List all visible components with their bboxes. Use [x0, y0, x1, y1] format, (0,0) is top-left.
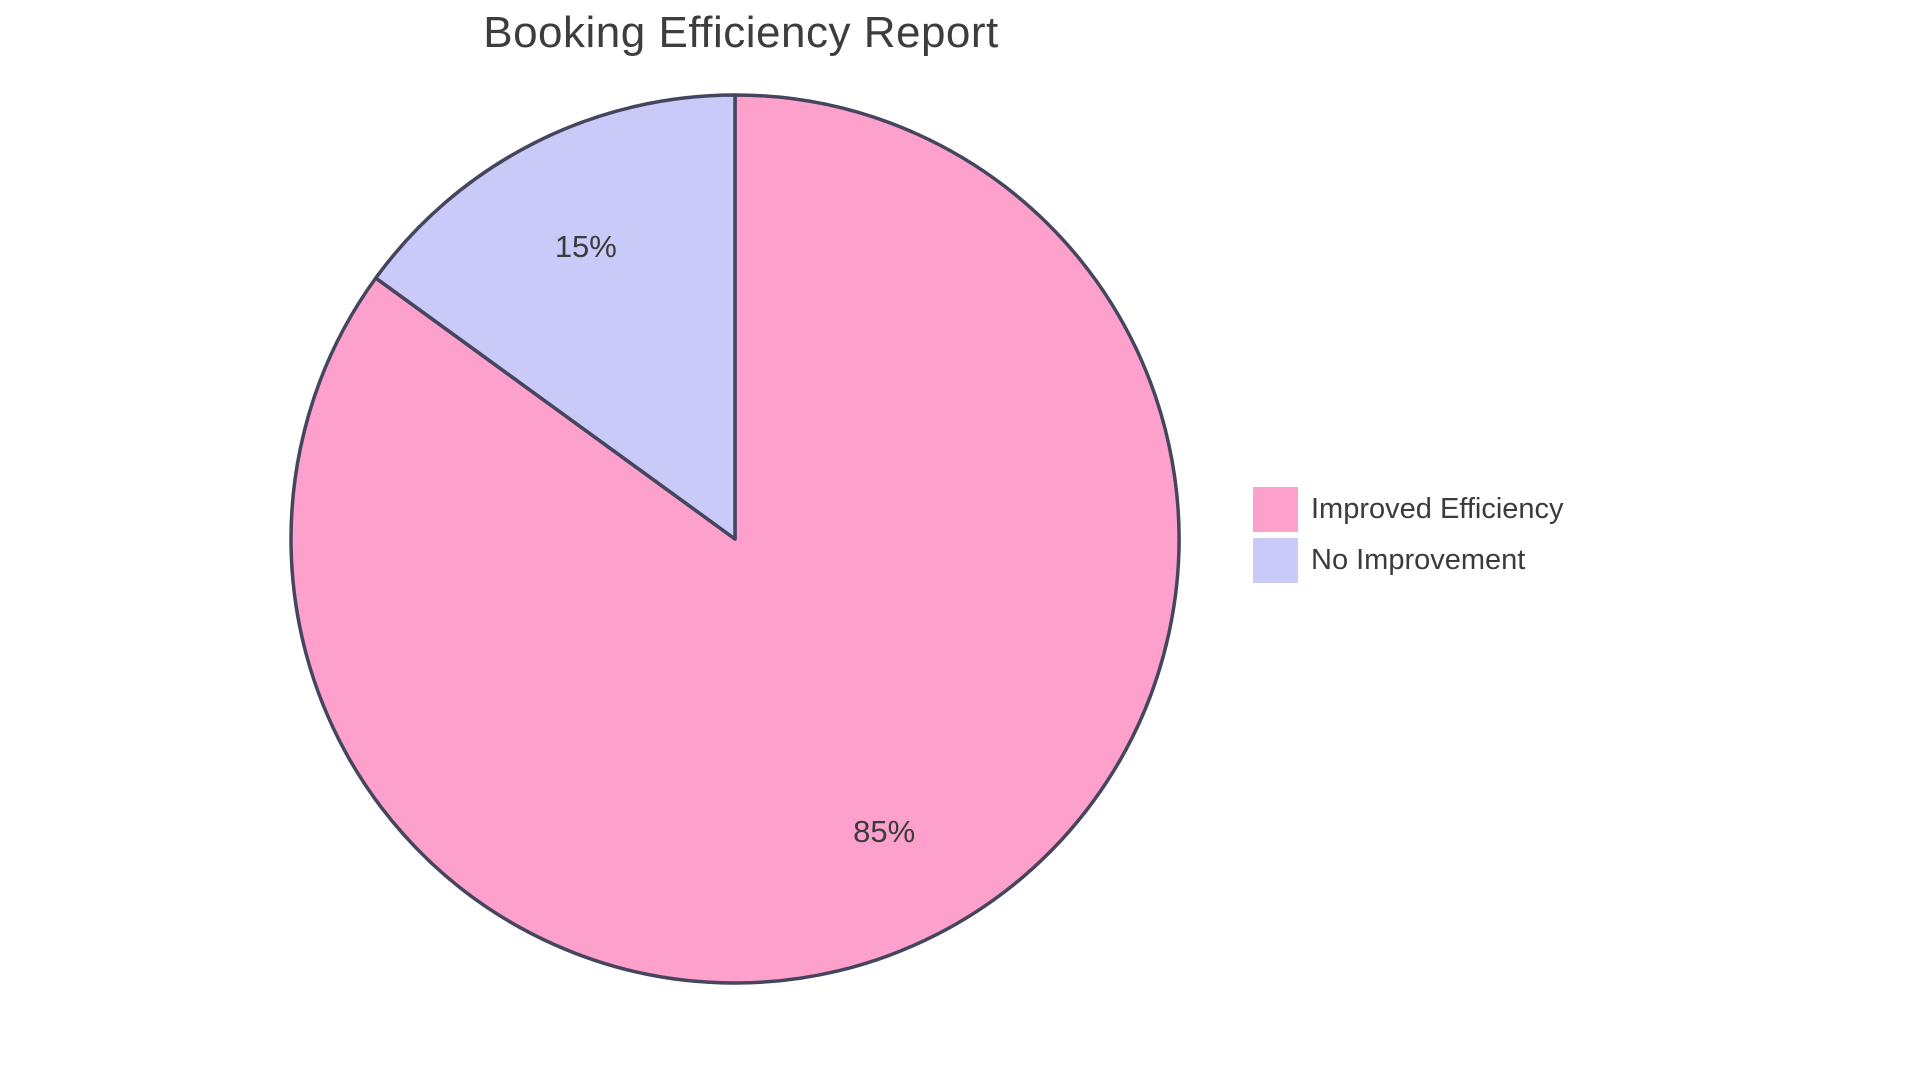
pie-slice-label-no-improvement: 15% — [555, 229, 617, 264]
legend-item-improved-efficiency[interactable]: Improved Efficiency — [1253, 487, 1564, 532]
legend-swatch-improved-efficiency — [1253, 487, 1298, 532]
pie-slice-labels: 85% 15% — [555, 229, 915, 849]
legend-label-no-improvement: No Improvement — [1311, 544, 1526, 576]
pie-slices — [289, 93, 1181, 985]
legend-item-no-improvement[interactable]: No Improvement — [1253, 538, 1564, 583]
pie-slice-no-improvement[interactable] — [374, 93, 737, 541]
legend-swatch-no-improvement — [1253, 538, 1298, 583]
legend: Improved Efficiency No Improvement — [1253, 487, 1564, 583]
legend-label-improved-efficiency: Improved Efficiency — [1311, 493, 1564, 525]
chart-title: Booking Efficiency Report — [483, 8, 999, 57]
pie-slice-label-improved-efficiency: 85% — [853, 814, 915, 849]
